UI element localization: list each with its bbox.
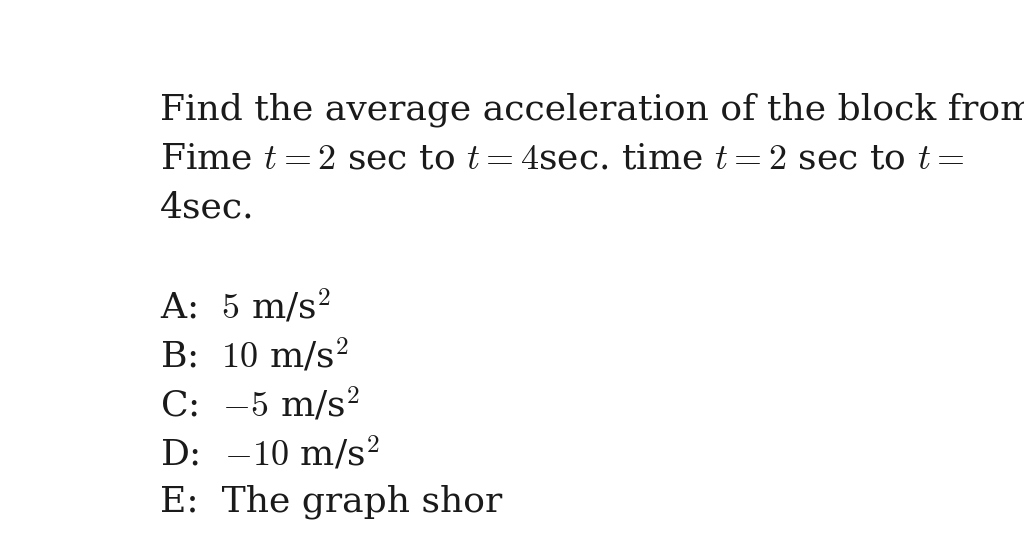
Text: E:  The graph shor: E: The graph shor: [160, 485, 502, 519]
Text: Find the average acceleration of the block from 140.: Find the average acceleration of the blo…: [160, 92, 1024, 126]
Text: D:  $-10$ m/s$^2$: D: $-10$ m/s$^2$: [160, 435, 380, 474]
Text: 4sec.: 4sec.: [160, 190, 254, 224]
Text: C:  $-5$ m/s$^2$: C: $-5$ m/s$^2$: [160, 387, 360, 424]
Text: A:  $5$ m/s$^2$: A: $5$ m/s$^2$: [160, 288, 331, 326]
Text: B:  $10$ m/s$^2$: B: $10$ m/s$^2$: [160, 337, 349, 376]
Text: Fime $t = 2$ sec to $t = 4$sec. time $t = 2$ sec to $t =$: Fime $t = 2$ sec to $t = 4$sec. time $t …: [160, 141, 965, 175]
